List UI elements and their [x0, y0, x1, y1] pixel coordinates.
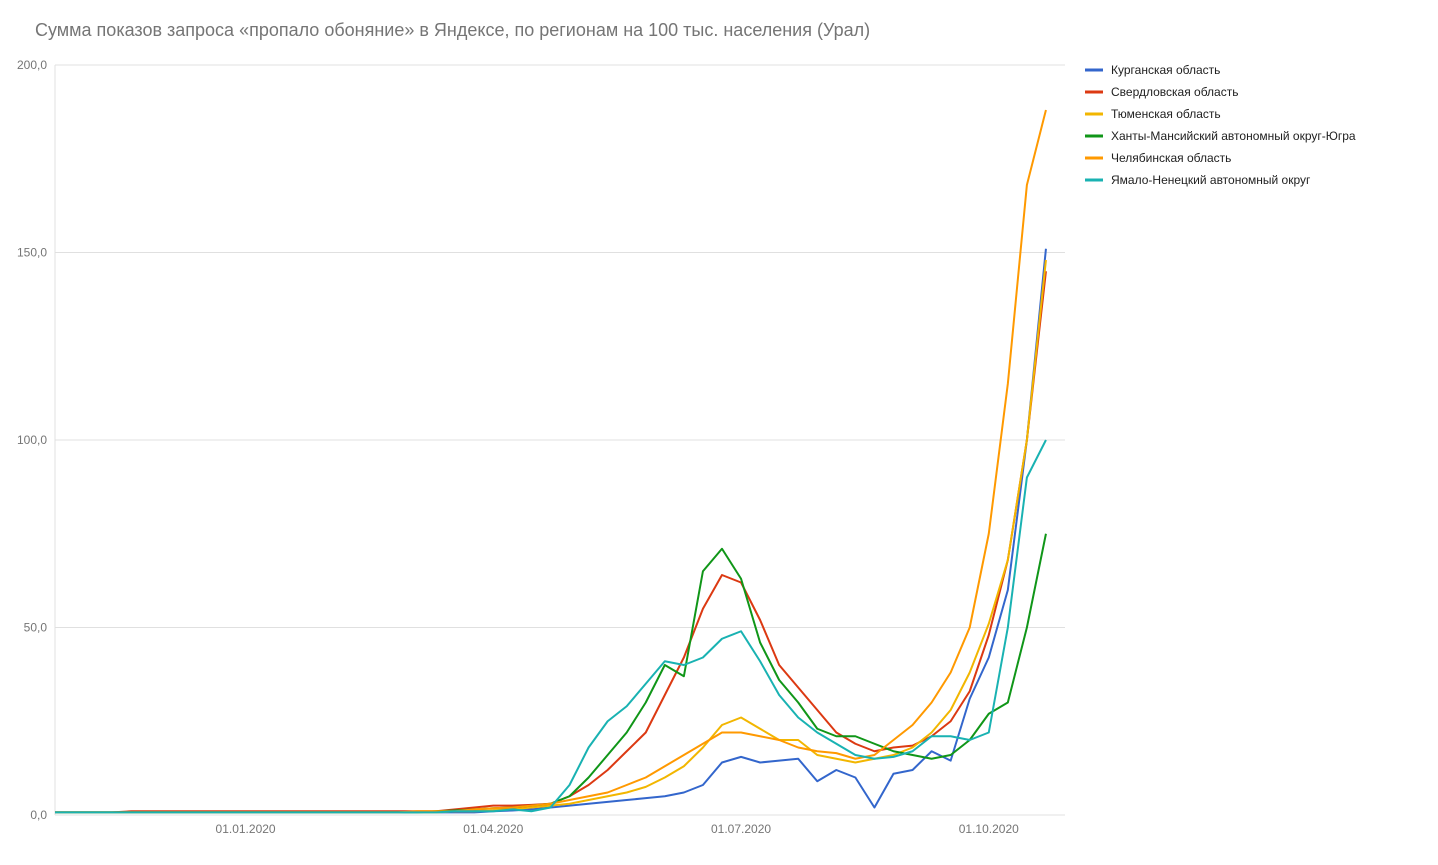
legend-label: Челябинская область: [1111, 151, 1231, 165]
series-line: [55, 249, 1046, 813]
svg-text:01.01.2020: 01.01.2020: [216, 822, 276, 836]
series-line: [55, 271, 1046, 812]
series-line: [55, 110, 1046, 812]
svg-text:50,0: 50,0: [24, 621, 48, 635]
line-chart: 0,0 50,0 100,0 150,0 200,0 01.01.2020 01.04.20…: [0, 0, 1438, 865]
series-line: [55, 260, 1046, 812]
legend-label: Свердловская область: [1111, 85, 1238, 99]
svg-text:01.04.2020: 01.04.2020: [463, 822, 523, 836]
legend-label: Тюменская область: [1111, 107, 1221, 121]
svg-text:100,0: 100,0: [17, 433, 47, 447]
svg-text:150,0: 150,0: [17, 246, 47, 260]
chart-container: Сумма показов запроса «пропало обоняние»…: [0, 0, 1438, 865]
series-line: [55, 534, 1046, 813]
legend-label: Ямало-Ненецкий автономный округ: [1111, 173, 1311, 187]
svg-text:01.07.2020: 01.07.2020: [711, 822, 771, 836]
chart-title: Сумма показов запроса «пропало обоняние»…: [35, 20, 870, 41]
svg-text:0,0: 0,0: [30, 808, 47, 822]
series-line: [55, 440, 1046, 812]
legend-label: Ханты-Мансийский автономный округ-Югра: [1111, 129, 1356, 143]
svg-text:01.10.2020: 01.10.2020: [959, 822, 1019, 836]
svg-text:200,0: 200,0: [17, 58, 47, 72]
legend-label: Курганская область: [1111, 63, 1220, 77]
